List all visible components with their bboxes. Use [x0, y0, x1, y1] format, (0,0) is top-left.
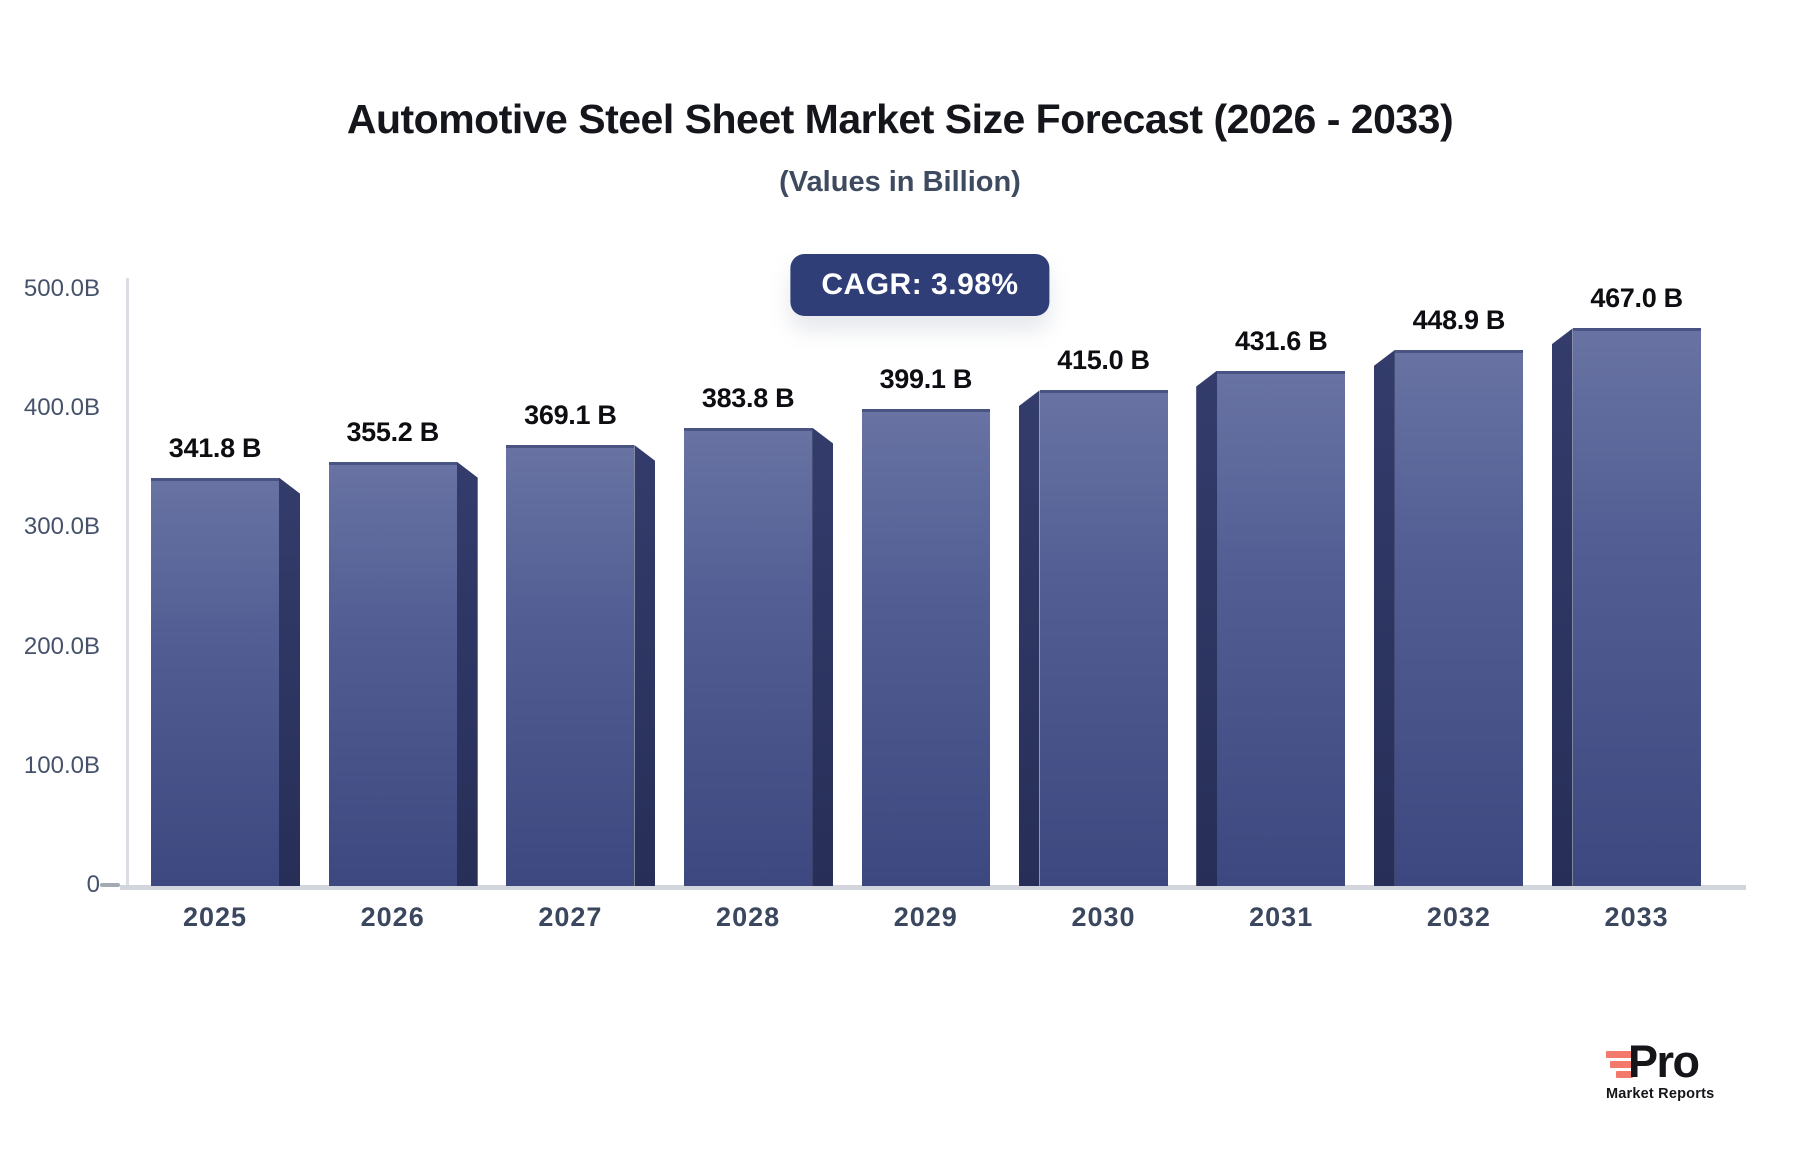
x-tick-label-2032: 2032 [1426, 902, 1491, 932]
zero-tick-mark [100, 883, 120, 887]
bar-2028 [684, 427, 813, 886]
x-tick-label-2025: 2025 [182, 902, 248, 932]
bar-2033 [1572, 328, 1701, 886]
bar-value-label: 383.8 B [701, 382, 795, 413]
bar-side-face [1373, 349, 1395, 886]
y-tick-label: 100.0B [23, 751, 100, 779]
y-tick-label: 0 [86, 871, 100, 898]
bar-side-face [812, 427, 834, 886]
bar-2025 [151, 477, 279, 886]
bar-side-face [1551, 328, 1573, 886]
x-tick-label-2026: 2026 [360, 902, 425, 932]
x-tick-label-2028: 2028 [716, 902, 781, 932]
bar-side-face [456, 461, 478, 886]
bar-value-label: 355.2 B [346, 416, 439, 447]
y-axis-line [126, 278, 129, 888]
bar-side-face [1018, 390, 1040, 886]
bar-value-label: 467.0 B [1590, 283, 1683, 314]
bar-2032 [1394, 349, 1523, 886]
y-tick-label: 200.0B [23, 632, 100, 660]
cagr-badge: CAGR: 3.98% [790, 254, 1050, 316]
bar-2026 [328, 461, 457, 886]
x-tick-label-2029: 2029 [893, 902, 958, 932]
logo-bars-icon [1606, 1050, 1633, 1078]
bar-value-label: 431.6 B [1234, 325, 1328, 356]
bar-value-label: 415.0 B [1057, 345, 1150, 376]
x-tick-label-2030: 2030 [1071, 902, 1136, 932]
cagr-badge-label: CAGR: 3.98% [821, 268, 1019, 301]
chart-title: Automotive Steel Sheet Market Size Forec… [346, 96, 1454, 142]
bar-value-label: 399.1 B [879, 364, 973, 395]
y-tick-label: 300.0B [23, 513, 100, 541]
bar-value-label: 448.9 B [1412, 304, 1506, 335]
x-tick-label-2027: 2027 [538, 902, 603, 932]
y-tick-label: 400.0B [23, 394, 100, 422]
x-tick-label-2033: 2033 [1604, 902, 1669, 932]
bar-side-face [279, 477, 300, 886]
bar-side-face [1196, 370, 1218, 886]
bar-2027 [506, 445, 635, 886]
logo-brand: Pro [1628, 1036, 1700, 1087]
bar-side-face [634, 445, 656, 886]
bar-value-label: 341.8 B [168, 432, 262, 463]
chart-subtitle: (Values in Billion) [779, 166, 1021, 198]
pro-market-reports-logo: Pro Market Reports [1606, 1036, 1715, 1102]
bar-value-label: 369.1 B [524, 400, 617, 431]
bar-2029 [861, 409, 990, 886]
x-axis-line [120, 885, 1746, 890]
logo-tagline: Market Reports [1606, 1086, 1715, 1102]
logo-row: Pro [1606, 1036, 1702, 1087]
y-tick-label: 500.0B [23, 275, 100, 302]
x-tick-label-2031: 2031 [1249, 902, 1314, 932]
bar-2030 [1039, 390, 1168, 886]
bar-2031 [1217, 370, 1346, 886]
